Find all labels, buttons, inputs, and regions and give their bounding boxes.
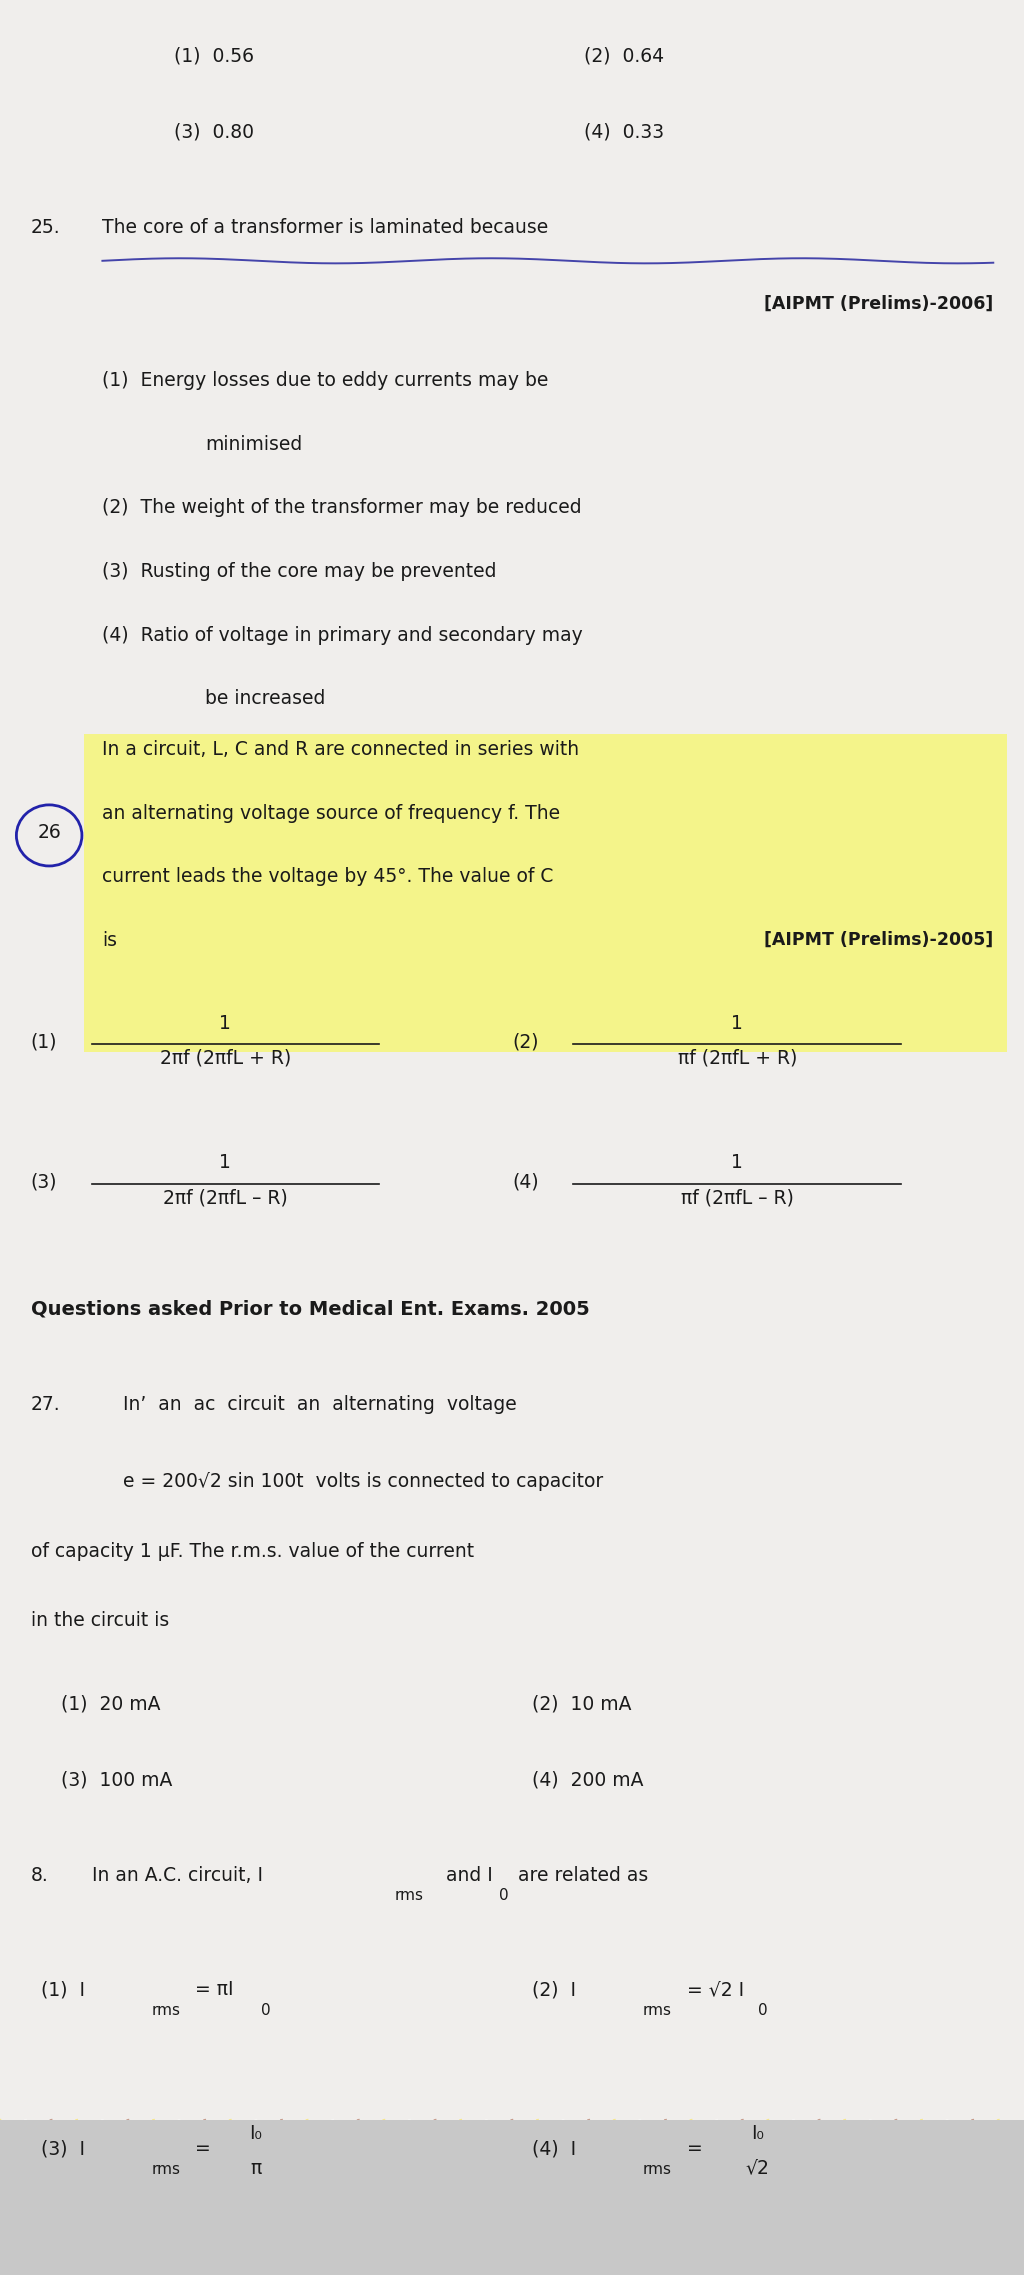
Text: 2πf (2πfL – R): 2πf (2πfL – R)	[163, 1188, 288, 1208]
Text: Questions asked Prior to Medical Ent. Exams. 2005: Questions asked Prior to Medical Ent. Ex…	[31, 1299, 590, 1319]
Text: (2)  10 mA: (2) 10 mA	[532, 1695, 632, 1713]
FancyBboxPatch shape	[819, 2120, 922, 2275]
Text: rms: rms	[643, 2002, 672, 2018]
FancyBboxPatch shape	[512, 2120, 614, 2275]
Text: (1): (1)	[31, 1033, 57, 1051]
Text: be increased: be increased	[205, 689, 326, 708]
FancyBboxPatch shape	[717, 2120, 819, 2275]
Text: and I: and I	[440, 1866, 494, 1886]
Text: rms: rms	[152, 2002, 180, 2018]
Text: πf (2πfL + R): πf (2πfL + R)	[678, 1049, 797, 1067]
FancyBboxPatch shape	[922, 2120, 1024, 2275]
Text: (4)  I: (4) I	[532, 2138, 577, 2159]
Text: (2)  0.64: (2) 0.64	[584, 48, 664, 66]
Text: (1)  0.56: (1) 0.56	[174, 48, 254, 66]
Text: (4)  0.33: (4) 0.33	[584, 123, 664, 141]
Text: 0: 0	[261, 2002, 270, 2018]
Text: =: =	[189, 2138, 217, 2159]
FancyBboxPatch shape	[614, 2120, 717, 2275]
Text: (3)  100 mA: (3) 100 mA	[61, 1770, 173, 1790]
Text: (4)  200 mA: (4) 200 mA	[532, 1770, 644, 1790]
Text: (1)  Energy losses due to eddy currents may be: (1) Energy losses due to eddy currents m…	[102, 371, 549, 389]
Text: (4)  Ratio of voltage in primary and secondary may: (4) Ratio of voltage in primary and seco…	[102, 626, 583, 644]
Text: rms: rms	[643, 2161, 672, 2177]
Text: 1: 1	[219, 1153, 231, 1172]
Text: [AIPMT (Prelims)-2006]: [AIPMT (Prelims)-2006]	[764, 296, 993, 312]
Text: = √2 I: = √2 I	[681, 1982, 744, 2000]
Text: (2)  The weight of the transformer may be reduced: (2) The weight of the transformer may be…	[102, 498, 582, 516]
FancyBboxPatch shape	[205, 2120, 307, 2275]
Text: rms: rms	[152, 2161, 180, 2177]
Text: rms: rms	[394, 1888, 423, 1904]
Text: of capacity 1 μF. The r.m.s. value of the current: of capacity 1 μF. The r.m.s. value of th…	[31, 1542, 474, 1561]
Text: The core of a transformer is laminated because: The core of a transformer is laminated b…	[102, 218, 549, 237]
FancyBboxPatch shape	[0, 0, 1024, 2120]
Text: (3)  Rusting of the core may be prevented: (3) Rusting of the core may be prevented	[102, 562, 497, 580]
Text: (3): (3)	[31, 1172, 57, 1192]
Text: I₀: I₀	[250, 2123, 262, 2143]
Text: are related as: are related as	[512, 1866, 648, 1886]
Text: (3)  0.80: (3) 0.80	[174, 123, 254, 141]
Text: In an A.C. circuit, I: In an A.C. circuit, I	[92, 1866, 263, 1886]
Text: 0: 0	[758, 2002, 767, 2018]
Text: π: π	[251, 2159, 261, 2177]
Text: πf (2πfL – R): πf (2πfL – R)	[681, 1188, 794, 1208]
Text: 1: 1	[731, 1015, 743, 1033]
Text: 27.: 27.	[31, 1395, 60, 1415]
FancyBboxPatch shape	[307, 2120, 410, 2275]
Text: = πI: = πI	[189, 1982, 233, 2000]
Text: In’  an  ac  circuit  an  alternating  voltage: In’ an ac circuit an alternating voltage	[123, 1395, 517, 1415]
Text: is: is	[102, 930, 118, 951]
Text: (2): (2)	[512, 1033, 539, 1051]
Text: (2)  I: (2) I	[532, 1982, 577, 2000]
FancyBboxPatch shape	[410, 2120, 512, 2275]
Text: =: =	[681, 2138, 709, 2159]
Text: 8.: 8.	[31, 1866, 48, 1886]
Text: (3)  I: (3) I	[41, 2138, 85, 2159]
Text: 0: 0	[499, 1888, 508, 1904]
Text: 26: 26	[37, 824, 61, 842]
Text: In a circuit, L, C and R are connected in series with: In a circuit, L, C and R are connected i…	[102, 739, 580, 760]
Text: 1: 1	[731, 1153, 743, 1172]
FancyBboxPatch shape	[102, 2120, 205, 2275]
Text: I₀: I₀	[752, 2123, 764, 2143]
Text: 2πf (2πfL + R): 2πf (2πfL + R)	[160, 1049, 291, 1067]
Text: [AIPMT (Prelims)-2005]: [AIPMT (Prelims)-2005]	[764, 930, 993, 949]
Text: (1)  I: (1) I	[41, 1982, 85, 2000]
FancyBboxPatch shape	[0, 2120, 102, 2275]
Text: √2: √2	[745, 2159, 770, 2177]
Text: (4): (4)	[512, 1172, 539, 1192]
Text: minimised: minimised	[205, 435, 302, 453]
Text: current leads the voltage by 45°. The value of C: current leads the voltage by 45°. The va…	[102, 867, 554, 887]
Text: 25.: 25.	[31, 218, 60, 237]
Text: in the circuit is: in the circuit is	[31, 1611, 169, 1631]
FancyBboxPatch shape	[84, 733, 1007, 1051]
Text: 1: 1	[219, 1015, 231, 1033]
Text: (1)  20 mA: (1) 20 mA	[61, 1695, 161, 1713]
Text: e = 200√2 sin 100t  volts is connected to capacitor: e = 200√2 sin 100t volts is connected to…	[123, 1472, 603, 1490]
Text: an alternating voltage source of frequency f. The: an alternating voltage source of frequen…	[102, 803, 560, 824]
